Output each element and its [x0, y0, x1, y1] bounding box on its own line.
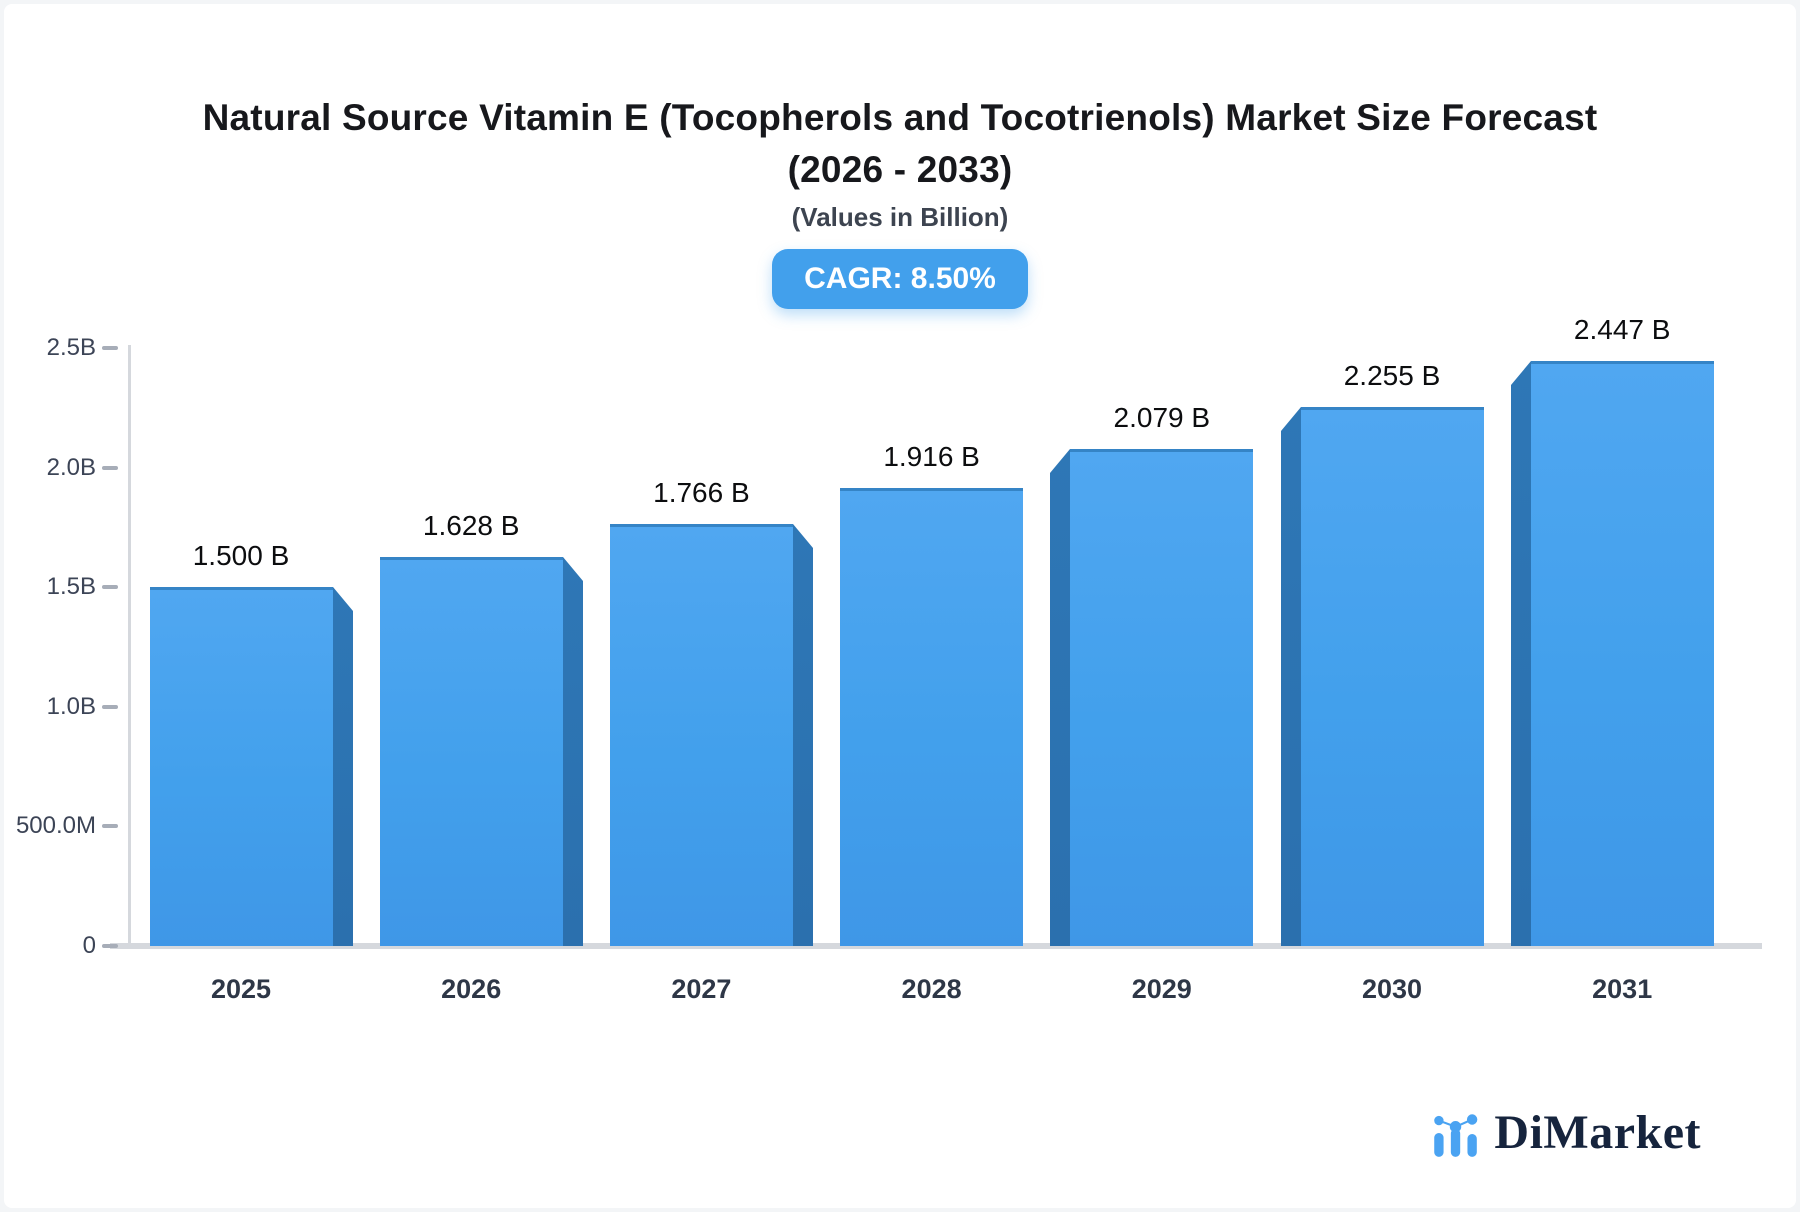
y-tick-mark [102, 824, 118, 829]
bar-2025[interactable] [150, 587, 333, 946]
bar-value-label: 1.916 B [883, 441, 980, 472]
bar-2026[interactable] [380, 557, 563, 946]
bar-2031[interactable] [1531, 361, 1714, 946]
cagr-badge: CAGR: 8.50% [772, 249, 1028, 309]
y-axis-line [128, 345, 131, 947]
x-axis-label-2026: 2026 [441, 974, 502, 1004]
brand-name: DiMarket [1494, 1106, 1701, 1159]
y-tick-mark [102, 944, 118, 948]
x-axis-label-2030: 2030 [1361, 974, 1423, 1004]
y-tick-label: 2.5B [46, 334, 96, 361]
x-axis-label-2027: 2027 [671, 974, 732, 1004]
bar-value-label: 1.500 B [192, 540, 290, 571]
bar-value-label: 1.766 B [653, 477, 750, 508]
y-tick-label: 0 [82, 932, 96, 959]
bar-side-2025 [333, 587, 353, 946]
x-axis-label-2025: 2025 [210, 974, 272, 1004]
y-tick-label: 1.0B [46, 692, 96, 720]
chart-subtitle: (Values in Billion) [791, 202, 1009, 232]
bar-side-2029 [1050, 449, 1070, 946]
bar-side-2027 [793, 524, 813, 946]
x-axis-baseline [110, 943, 1762, 949]
chart-card: Natural Source Vitamin E (Tocopherols an… [4, 4, 1796, 1208]
y-tick-mark [102, 465, 118, 470]
bar-value-label: 2.255 B [1343, 360, 1441, 391]
x-axis-label-2031: 2031 [1592, 974, 1653, 1004]
chart-title-range: (2026 - 2033) [787, 149, 1013, 190]
bar-side-2031 [1511, 361, 1531, 946]
y-tick-mark [102, 704, 118, 709]
y-tick-mark [102, 346, 118, 350]
bar-value-label: 2.079 B [1113, 402, 1211, 433]
bar-2029[interactable] [1070, 449, 1253, 946]
brand-logo: DiMarket [1428, 1105, 1701, 1160]
bar-2027[interactable] [610, 524, 793, 946]
bar-value-label: 2.447 B [1573, 314, 1671, 345]
y-tick-label: 500.0M [15, 812, 96, 840]
bar-value-label: 1.628 B [422, 510, 520, 541]
y-tick-label: 2.0B [46, 453, 96, 481]
y-tick-label: 1.5B [46, 573, 96, 601]
chart-header: Natural Source Vitamin E (Tocopherols an… [4, 4, 1796, 309]
chart-plot-area: 0 500.0M 1.0B 1.5B 2.0B 2.5B 1.500 B 2025 1.628 … [4, 4, 1796, 1208]
bar-side-2026 [563, 557, 583, 946]
bar-2030[interactable] [1301, 407, 1484, 946]
x-axis-label-2028: 2028 [901, 974, 962, 1004]
y-tick-mark [102, 585, 118, 590]
bar-chart-logo-icon [1434, 1113, 1478, 1157]
chart-title: Natural Source Vitamin E (Tocopherols an… [202, 97, 1598, 138]
bar-side-2030 [1281, 407, 1301, 946]
x-axis-label-2029: 2029 [1131, 974, 1192, 1004]
bar-2028[interactable] [840, 488, 1023, 946]
